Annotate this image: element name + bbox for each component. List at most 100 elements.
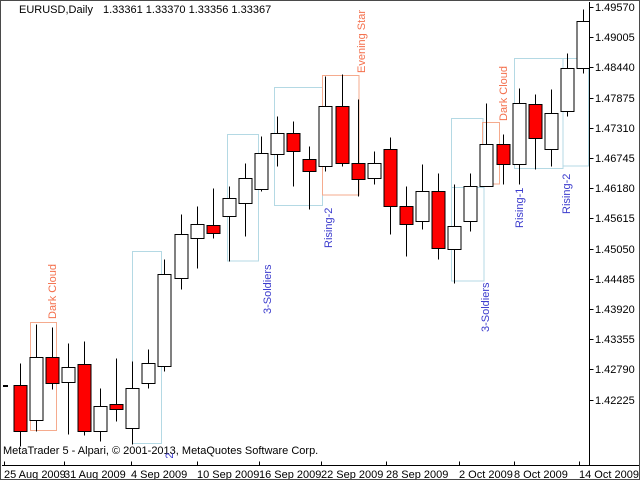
candle-3-sep-2009 bbox=[125, 361, 140, 445]
candle-9-sep-2009 bbox=[190, 206, 205, 269]
price-axis-label: 1.44485 bbox=[595, 274, 635, 286]
candle-5-oct-2009 bbox=[479, 103, 494, 187]
price-axis-label: 1.46745 bbox=[595, 153, 635, 165]
pattern-label-rising-1: Rising-1 bbox=[514, 188, 526, 228]
candle-body-up bbox=[447, 226, 462, 250]
candle-7-oct-2009 bbox=[512, 88, 527, 185]
chart-title: EURUSD,Daily 1.33361 1.33370 1.33356 1.33… bbox=[19, 4, 271, 16]
candle-13-oct-2009 bbox=[576, 9, 589, 74]
candle-16-sep-2009 bbox=[270, 116, 285, 167]
candle-body-up bbox=[512, 103, 527, 165]
candle-body-up bbox=[576, 21, 589, 69]
candle-body-up bbox=[157, 274, 172, 367]
time-axis-label: 25 Aug 2009 bbox=[4, 469, 66, 480]
candle-body-down bbox=[286, 133, 301, 152]
candle-11-sep-2009 bbox=[222, 186, 237, 262]
candle-body-down bbox=[399, 206, 414, 225]
candle-25-sep-2009 bbox=[383, 137, 398, 235]
candle-7-sep-2009 bbox=[157, 259, 172, 372]
pattern-label-rising-2: Rising-2 bbox=[323, 208, 335, 248]
ohlc-quote-label: 1.33361 1.33370 1.33356 1.33367 bbox=[102, 4, 272, 16]
candle-27-aug-2009 bbox=[45, 327, 60, 390]
copyright-watermark: MetaTrader 5 - Alpari, © 2001-2013, Meta… bbox=[3, 445, 319, 457]
candle-26-aug-2009 bbox=[29, 324, 44, 432]
candle-14-sep-2009 bbox=[238, 163, 253, 237]
price-axis-label: 1.42225 bbox=[595, 395, 635, 407]
partial-candle-left-edge bbox=[3, 385, 8, 387]
candle-body-down bbox=[13, 385, 28, 432]
price-axis-label: 1.46180 bbox=[595, 183, 635, 195]
candle-body-down bbox=[302, 159, 317, 172]
candle-body-up bbox=[141, 363, 156, 384]
candle-8-sep-2009 bbox=[174, 214, 189, 290]
candle-body-up bbox=[190, 224, 205, 239]
candle-21-sep-2009 bbox=[318, 76, 333, 172]
candle-12-oct-2009 bbox=[560, 53, 575, 117]
price-axis-label: 1.45050 bbox=[595, 244, 635, 256]
candle-body-up bbox=[318, 106, 333, 167]
candle-24-sep-2009 bbox=[367, 151, 382, 185]
candle-body-up bbox=[222, 198, 237, 217]
candle-2-oct-2009 bbox=[463, 173, 478, 232]
price-axis-label: 1.43355 bbox=[595, 334, 635, 346]
candle-25-aug-2009 bbox=[13, 363, 28, 447]
time-axis-label: 4 Sep 2009 bbox=[131, 469, 187, 480]
time-axis-label: 31 Aug 2009 bbox=[64, 469, 126, 480]
candle-body-up bbox=[367, 163, 382, 179]
candle-body-down bbox=[431, 191, 446, 249]
candle-17-sep-2009 bbox=[286, 121, 301, 187]
candle-body-down bbox=[109, 404, 124, 410]
candle-31-aug-2009 bbox=[77, 341, 92, 436]
price-axis-label: 1.47875 bbox=[595, 93, 635, 105]
candle-body-down bbox=[496, 144, 511, 165]
candle-22-sep-2009 bbox=[335, 74, 350, 167]
candle-body-up bbox=[61, 367, 76, 383]
candle-body-down bbox=[45, 357, 60, 384]
candle-1-oct-2009 bbox=[447, 184, 462, 284]
time-axis-label: 2 Oct 2009 bbox=[459, 469, 513, 480]
candle-body-up bbox=[238, 178, 253, 204]
time-axis-label: 14 Oct 2009 bbox=[579, 469, 639, 480]
candle-15-sep-2009 bbox=[254, 136, 269, 192]
candle-body-up bbox=[479, 144, 494, 187]
pattern-label-rising-2: Rising-2 bbox=[561, 174, 573, 214]
candle-29-sep-2009 bbox=[415, 164, 430, 230]
candle-body-up bbox=[174, 234, 189, 279]
candle-6-oct-2009 bbox=[496, 134, 511, 185]
candle-body-down bbox=[77, 364, 92, 432]
pattern-label-dark-cloud: Dark Cloud bbox=[47, 264, 59, 319]
pattern-bracket-unlabeled bbox=[451, 118, 484, 188]
candle-body-up bbox=[254, 153, 269, 190]
candle-8-oct-2009 bbox=[528, 94, 543, 170]
time-axis-label: 28 Sep 2009 bbox=[386, 469, 448, 480]
price-axis-label: 1.49005 bbox=[595, 32, 635, 44]
candle-body-up bbox=[125, 388, 140, 429]
price-axis-label: 1.47310 bbox=[595, 123, 635, 135]
time-axis-label: 10 Sep 2009 bbox=[197, 469, 259, 480]
candle-9-oct-2009 bbox=[544, 89, 559, 167]
candle-23-sep-2009 bbox=[351, 99, 366, 197]
candle-body-up bbox=[560, 68, 575, 112]
candle-body-down bbox=[528, 104, 543, 139]
candle-body-down bbox=[383, 149, 398, 207]
price-axis-label: 1.49570 bbox=[595, 2, 635, 14]
pattern-label-rising-2: Rising-2 bbox=[164, 453, 176, 480]
candle-28-sep-2009 bbox=[399, 186, 414, 257]
time-axis-label: 16 Sep 2009 bbox=[259, 469, 321, 480]
pattern-label-3-soldiers: 3-Soldiers bbox=[262, 264, 274, 314]
candle-body-down bbox=[335, 106, 350, 164]
candle-4-sep-2009 bbox=[141, 349, 156, 389]
price-axis-label: 1.42790 bbox=[595, 364, 635, 376]
pattern-bracket-rising-2 bbox=[562, 58, 589, 167]
candle-2-sep-2009 bbox=[109, 358, 124, 422]
price-axis-label: 1.48440 bbox=[595, 62, 635, 74]
pattern-label-evening-star: Evening Star bbox=[356, 10, 368, 73]
candle-body-down bbox=[351, 163, 366, 180]
candle-1-sep-2009 bbox=[93, 388, 108, 442]
time-axis-label: 8 Oct 2009 bbox=[514, 469, 568, 480]
candle-30-sep-2009 bbox=[431, 173, 446, 260]
candle-body-up bbox=[463, 186, 478, 222]
